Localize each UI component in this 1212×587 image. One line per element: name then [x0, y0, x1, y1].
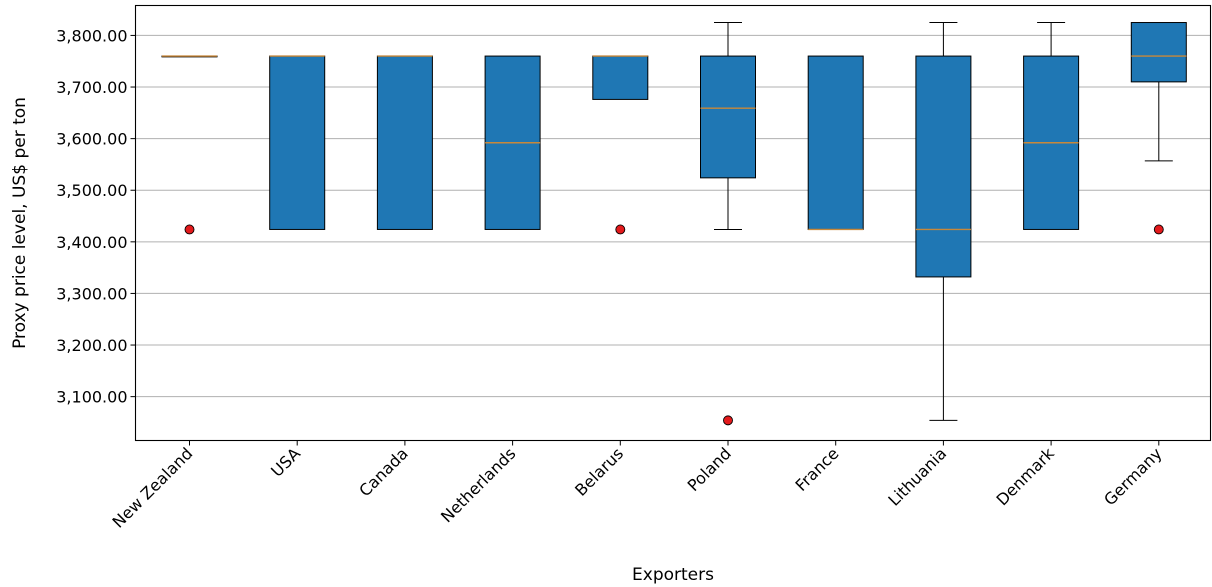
- y-tick-label: 3,700.00: [56, 78, 127, 97]
- axes: [134, 4, 1212, 442]
- y-axis-title: Proxy price level, US$ per ton: [10, 97, 30, 349]
- box-group: [484, 55, 541, 230]
- plot-frame: [134, 4, 1212, 442]
- x-tick-label: France: [791, 444, 842, 495]
- x-tick-label: Poland: [684, 444, 735, 495]
- y-tick-label: 3,500.00: [56, 181, 127, 200]
- box-iqr: [592, 55, 649, 100]
- box-iqr: [915, 55, 972, 278]
- x-tick-label: USA: [267, 444, 304, 481]
- box-group: [915, 22, 972, 421]
- box-group: [592, 55, 649, 235]
- box-iqr: [700, 55, 756, 179]
- box-group: [700, 22, 756, 426]
- x-tick-label: Belarus: [571, 444, 627, 500]
- outlier-point: [723, 415, 733, 426]
- x-axis-title: Exporters: [632, 565, 714, 585]
- box-group: [1023, 22, 1080, 230]
- x-tick-label: Germany: [1100, 444, 1165, 509]
- x-tick-label: New Zealand: [109, 444, 197, 532]
- x-tick-label: Lithuania: [884, 444, 950, 510]
- y-tick-label: 3,100.00: [56, 388, 127, 407]
- box-group: [376, 55, 433, 230]
- box-iqr: [376, 55, 433, 230]
- y-tick-label: 3,300.00: [56, 284, 127, 303]
- box-iqr: [1130, 22, 1187, 83]
- x-tick-label: Canada: [355, 444, 411, 500]
- box-group: [807, 55, 864, 231]
- y-tick-label: 3,600.00: [56, 130, 127, 149]
- y-tick-label: 3,400.00: [56, 233, 127, 252]
- y-tick-label: 3,800.00: [56, 26, 127, 45]
- outlier-point: [1153, 224, 1164, 235]
- x-tick-label: Netherlands: [437, 444, 519, 526]
- box-iqr: [269, 55, 326, 230]
- box-group: [269, 55, 326, 230]
- x-tick-label: Denmark: [992, 443, 1058, 509]
- box-group: [161, 55, 218, 235]
- y-tick-label: 3,200.00: [56, 336, 127, 355]
- boxes: [161, 22, 1187, 426]
- box-group: [1130, 22, 1187, 235]
- outlier-point: [184, 224, 195, 235]
- box-iqr: [807, 55, 864, 230]
- outlier-point: [615, 224, 626, 235]
- x-ticks: New Zealand USA Canada Netherlands Belarus Po…: [109, 440, 1166, 532]
- y-ticks: 3,100.00 3,200.00 3,300.00 3,400.00 3,500.00…: [56, 26, 136, 407]
